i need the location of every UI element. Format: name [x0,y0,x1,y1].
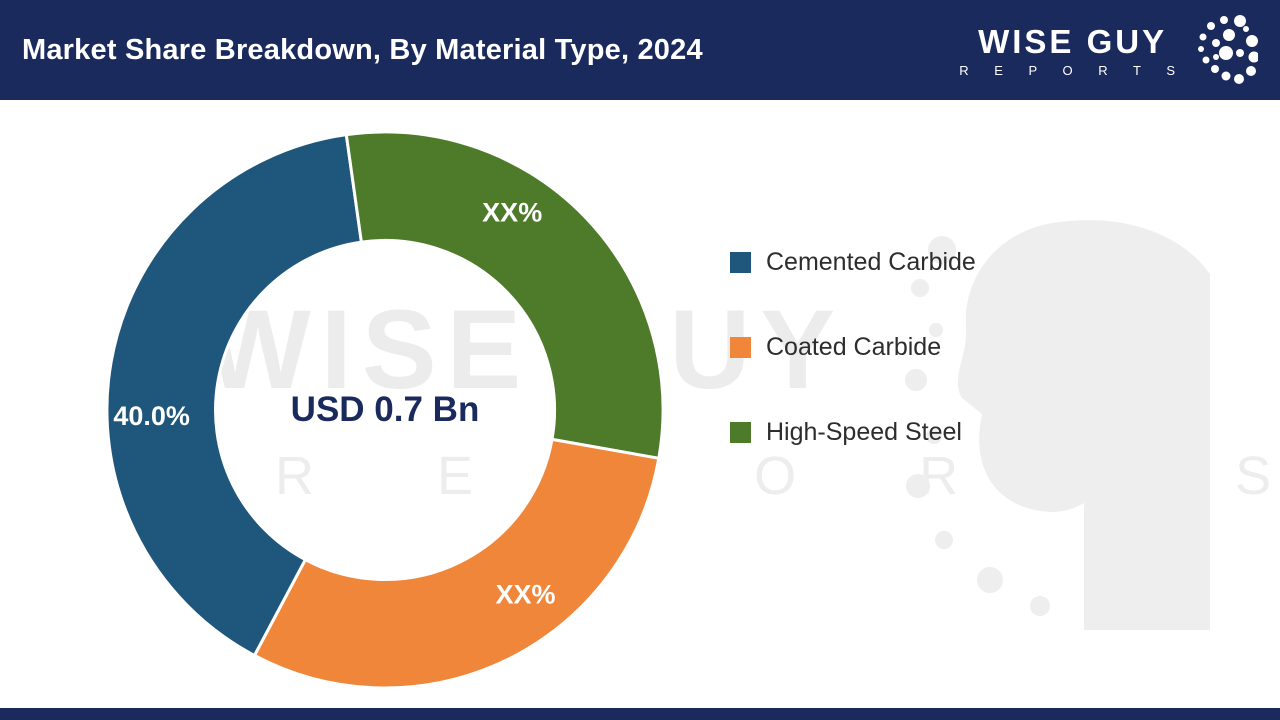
wiseguy-logo-head-icon [1198,15,1258,84]
donut-chart-svg: 40.0% XX% XX% [105,130,665,690]
donut-segment-coated-carbide [253,437,661,690]
legend-swatch-high-speed-steel [730,422,751,443]
page-title: Market Share Breakdown, By Material Type… [22,33,703,66]
legend-label-coated-carbide: Coated Carbide [766,333,942,361]
legend-item-cemented-carbide: Cemented Carbide [730,248,976,277]
logo-wordmark: WISE GUY [978,22,1168,60]
wiseguy-logo-text: WISE GUY R E P O R T S [959,23,1186,78]
logo-subtitle: R E P O R T S [959,62,1186,78]
segment-label-coated-carbide: XX% [495,580,555,610]
legend-swatch-coated-carbide [730,337,751,358]
footer-bar [0,708,1280,720]
legend-swatch-cemented-carbide [730,252,751,273]
wiseguy-logo: WISE GUY R E P O R T S [959,13,1258,87]
header-bar: Market Share Breakdown, By Material Type… [0,0,1280,100]
donut-segment-high-speed-steel [344,130,665,460]
chart-legend: Cemented Carbide Coated Carbide High-Speed… [730,248,976,447]
legend-label-cemented-carbide: Cemented Carbide [766,248,976,276]
legend-item-coated-carbide: Coated Carbide [730,333,976,362]
legend-label-high-speed-steel: High-Speed Steel [766,418,962,446]
segment-label-high-speed-steel: XX% [482,197,542,227]
head-watermark [905,220,1210,630]
donut-chart: 40.0% XX% XX% USD 0.7 Bn [105,130,665,690]
donut-segment-cemented-carbide [105,133,363,657]
segment-label-cemented-carbide: 40.0% [113,401,190,431]
legend-item-high-speed-steel: High-Speed Steel [730,418,976,447]
